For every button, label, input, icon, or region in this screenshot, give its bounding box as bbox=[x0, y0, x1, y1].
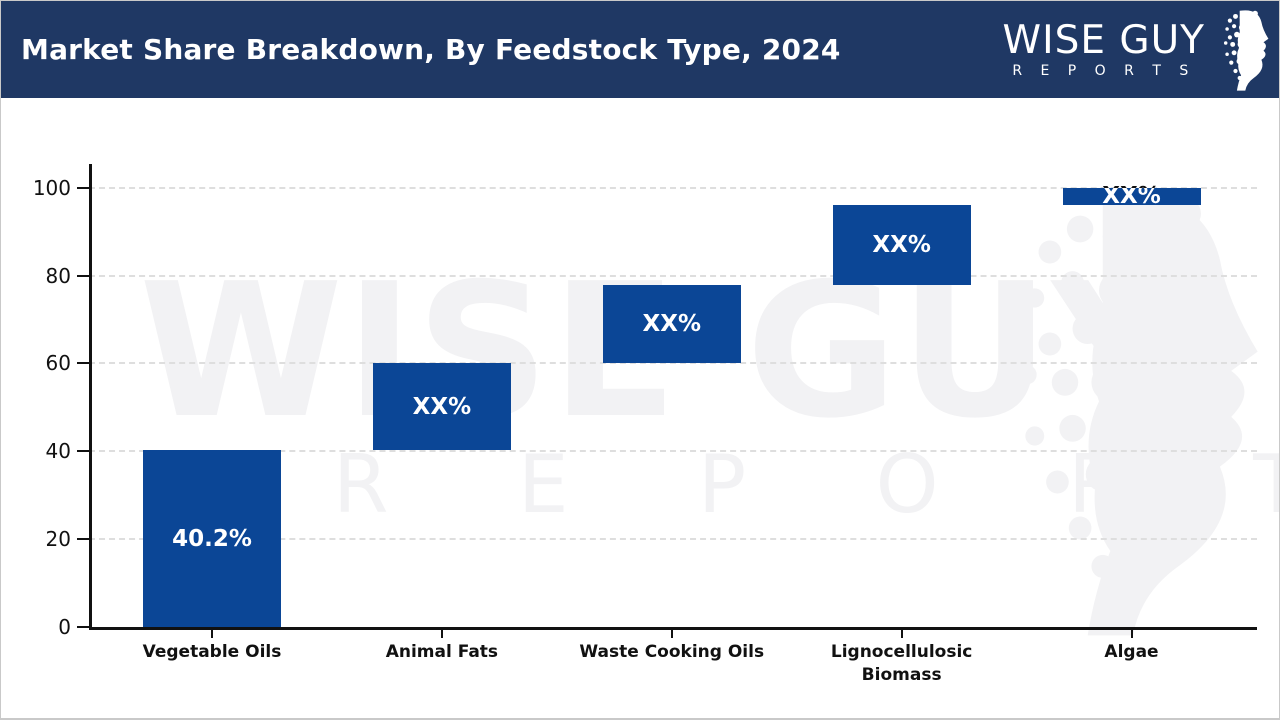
bar-algae: XX%XX% bbox=[1062, 183, 1201, 209]
x-tick-label-vegetable-oils: Vegetable Oils bbox=[142, 642, 282, 662]
y-tick-label: 40 bbox=[45, 439, 71, 464]
logo-wordmark: WISE GUY bbox=[1002, 18, 1205, 64]
y-tick-mark bbox=[77, 538, 89, 541]
x-tick-mark bbox=[1130, 629, 1133, 638]
y-tick-mark bbox=[77, 450, 89, 453]
bar-value-label: XX% bbox=[1102, 187, 1161, 205]
bar-lignocellulosic-biomass: XX%XX% bbox=[832, 204, 971, 285]
chart-title: Market Share Breakdown, By Feedstock Typ… bbox=[21, 33, 841, 66]
y-tick-mark bbox=[77, 274, 89, 277]
y-tick-mark bbox=[77, 626, 89, 628]
x-tick-mark bbox=[900, 629, 903, 638]
gridline-y-40 bbox=[89, 450, 1257, 453]
logo-face-icon bbox=[1223, 10, 1269, 91]
y-tick-mark bbox=[77, 186, 89, 189]
gridline-y-80 bbox=[89, 274, 1257, 277]
y-tick-label: 0 bbox=[58, 615, 71, 639]
y-tick-label: 60 bbox=[45, 351, 71, 376]
x-tick-label-animal-fats: Animal Fats bbox=[385, 642, 499, 662]
bar-fill: XX% bbox=[832, 204, 971, 285]
x-tick-label-lignocellulosic-biomass: Lignocellulosic Biomass bbox=[830, 642, 973, 685]
x-tick-label-algae: Algae bbox=[1104, 642, 1159, 662]
gridline-y-60 bbox=[89, 362, 1257, 365]
bar-vegetable-oils: 40.2%40.2% bbox=[143, 450, 281, 627]
y-tick-label: 20 bbox=[45, 527, 71, 552]
bar-animal-fats: XX%XX% bbox=[372, 363, 511, 451]
gridline-y-20 bbox=[89, 538, 1257, 541]
logo-subtext: R E P O R T S bbox=[1012, 62, 1196, 79]
gridline-y-100 bbox=[89, 186, 1257, 189]
bar-value-label: XX% bbox=[642, 310, 701, 337]
bar-value-label: XX% bbox=[872, 231, 931, 258]
x-tick-label-waste-cooking-oils: Waste Cooking Oils bbox=[579, 642, 765, 662]
bar-waste-cooking-oils: XX%XX% bbox=[602, 284, 741, 363]
bar-fill: 40.2% bbox=[143, 450, 281, 627]
bar-fill: XX% bbox=[602, 284, 741, 363]
x-tick-mark bbox=[670, 629, 673, 638]
bar-value-label: XX% bbox=[412, 393, 472, 420]
x-tick-mark bbox=[211, 629, 213, 638]
y-tick-label: 80 bbox=[45, 263, 71, 288]
x-tick-mark bbox=[440, 629, 443, 638]
header-bar: Market Share Breakdown, By Feedstock Typ… bbox=[1, 1, 1279, 98]
x-axis-line bbox=[89, 627, 1257, 630]
logo-text: WISE GUY R E P O R T S bbox=[1002, 18, 1205, 79]
y-tick-mark bbox=[77, 362, 89, 365]
bar-fill: XX% bbox=[1062, 187, 1201, 205]
watermark-face-icon bbox=[1017, 195, 1258, 636]
y-tick-label: 100 bbox=[32, 175, 71, 200]
bar-fill: XX% bbox=[372, 363, 511, 451]
brand-logo: WISE GUY R E P O R T S bbox=[1003, 5, 1271, 95]
bar-value-label: 40.2% bbox=[172, 525, 252, 552]
y-axis-line bbox=[89, 164, 92, 630]
